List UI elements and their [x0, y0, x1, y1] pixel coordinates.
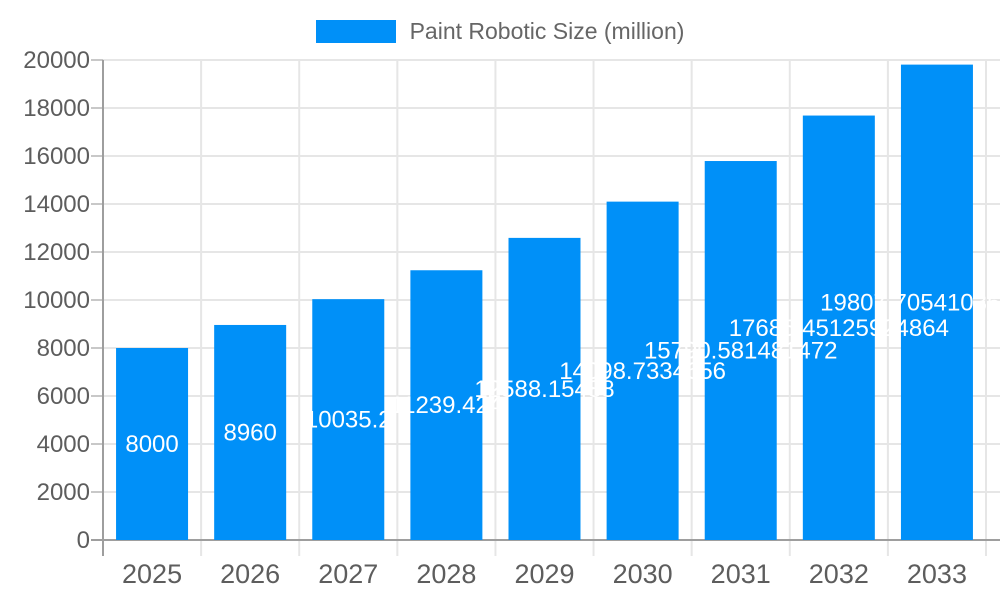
y-axis-label-4000: 4000: [37, 431, 90, 458]
x-axis-label-2032: 2032: [809, 559, 869, 589]
y-axis-label-16000: 16000: [23, 143, 90, 170]
legend-label: Paint Robotic Size (million): [409, 18, 685, 44]
y-axis-label-2000: 2000: [37, 479, 90, 506]
y-axis-label-20000: 20000: [23, 47, 90, 74]
x-axis-label-2025: 2025: [122, 559, 182, 589]
bar-value-label-2029: 12588.15488: [474, 376, 614, 403]
bar-2029[interactable]: [508, 237, 581, 540]
bar-2027[interactable]: [312, 299, 385, 540]
y-axis-label-14000: 14000: [23, 191, 90, 218]
bar-value-label-2026: 8960: [223, 419, 276, 446]
y-axis-label-8000: 8000: [37, 335, 90, 362]
bar-2026[interactable]: [214, 324, 287, 540]
bar-value-label-2030: 14098.7334656: [559, 358, 726, 385]
y-axis-label-6000: 6000: [37, 383, 90, 410]
x-axis-label-2030: 2030: [613, 559, 673, 589]
bar-2028[interactable]: [410, 270, 483, 540]
x-axis-label-2027: 2027: [318, 559, 378, 589]
x-axis-label-2031: 2031: [711, 559, 771, 589]
x-axis-label-2029: 2029: [514, 559, 574, 589]
x-axis-label-2033: 2033: [907, 559, 967, 589]
legend-swatch: [315, 20, 396, 43]
bar-value-label-2033: 19807.705410358477: [820, 289, 1000, 316]
y-axis-label-18000: 18000: [23, 95, 90, 122]
y-axis-label-12000: 12000: [23, 239, 90, 266]
bar-value-label-2025: 8000: [125, 431, 178, 458]
bar-2033[interactable]: [900, 64, 973, 541]
bar-2031[interactable]: [704, 161, 777, 540]
bar-2032[interactable]: [802, 115, 875, 541]
bar-value-label-2028: 11239.424: [391, 392, 503, 419]
y-axis-label-10000: 10000: [23, 287, 90, 314]
x-axis-label-2026: 2026: [220, 559, 280, 589]
bar-value-label-2032: 17685.45125924864: [729, 315, 949, 342]
y-axis-label-0: 0: [77, 527, 90, 554]
bar-2030[interactable]: [606, 201, 679, 540]
bar-2025[interactable]: [116, 348, 189, 540]
bar-value-label-2027: 10035.2: [305, 407, 392, 434]
bar-value-label-2031: 15790.581481472: [644, 338, 838, 365]
legend[interactable]: Paint Robotic Size (million): [0, 18, 1000, 45]
x-axis-label-2028: 2028: [416, 559, 476, 589]
